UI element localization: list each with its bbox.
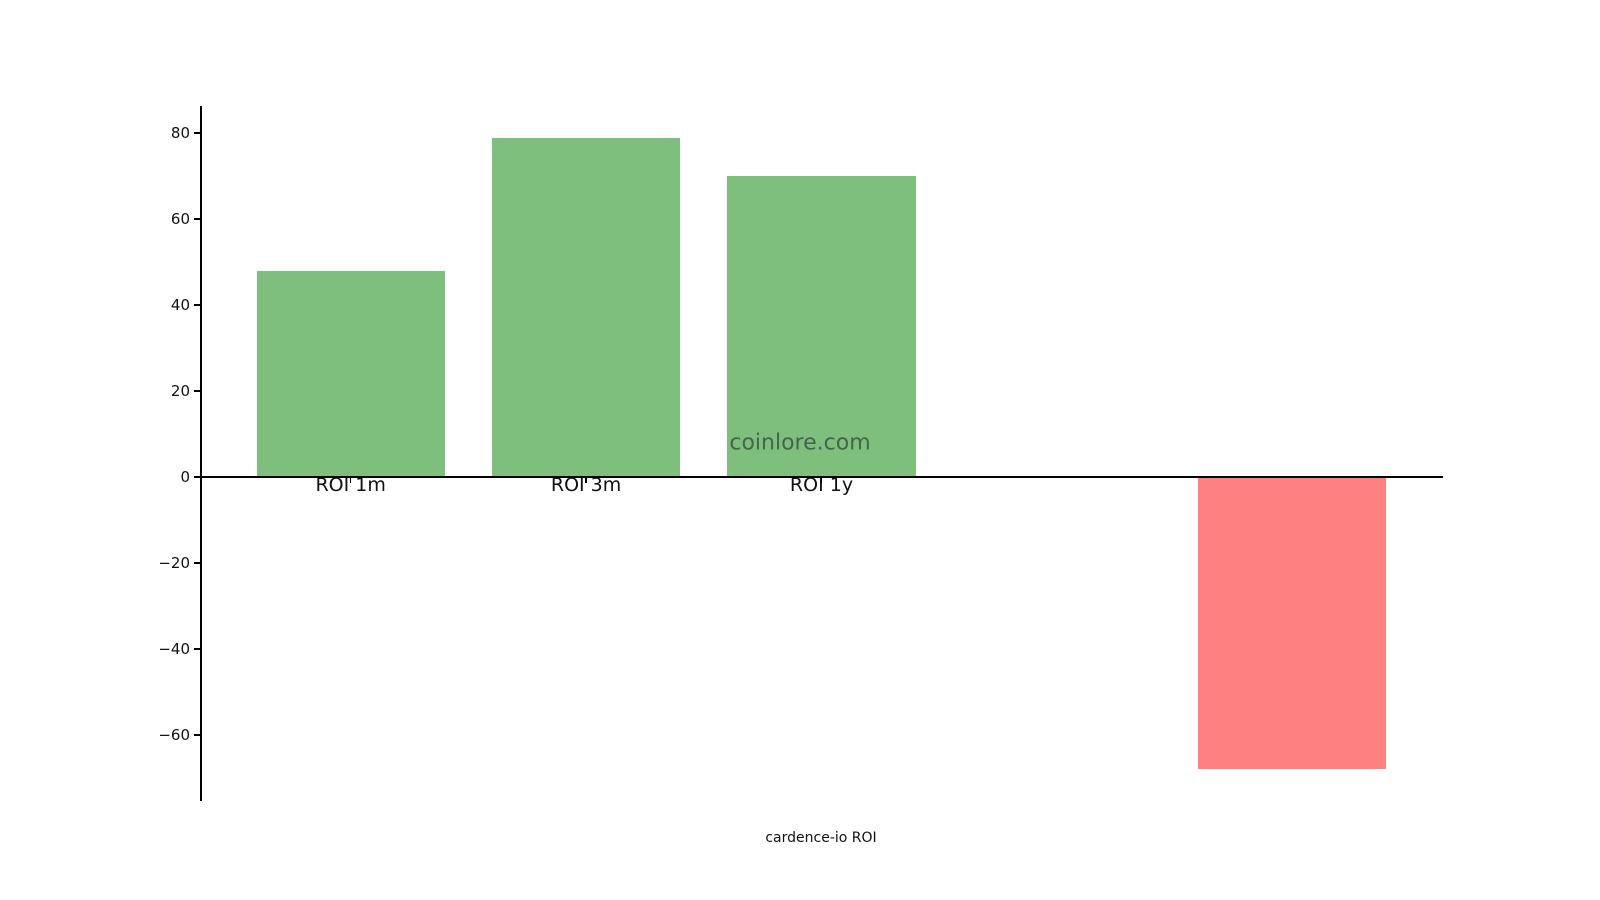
y-tick-label: 0 <box>180 467 190 486</box>
y-tick-mark <box>194 132 200 135</box>
y-tick-label: 60 <box>170 209 190 228</box>
bar-roi-1m <box>256 270 445 478</box>
x-tick-mark <box>820 477 823 484</box>
y-tick-label: 20 <box>170 381 190 400</box>
watermark: coinlore.com <box>729 430 871 456</box>
y-tick-mark <box>194 648 200 650</box>
x-tick-label: ROI 1y <box>789 474 854 497</box>
bar-unlabeled <box>1198 477 1387 770</box>
chart-title: cardence-io ROI <box>765 830 877 846</box>
y-tick-label: 80 <box>170 123 190 142</box>
y-tick-mark <box>194 476 200 478</box>
x-tick-mark <box>585 477 587 484</box>
x-tick-label: ROI 1m <box>315 474 386 497</box>
y-axis-spine <box>200 106 202 801</box>
x-tick-mark <box>349 477 352 484</box>
y-tick-label: −40 <box>158 639 190 658</box>
y-tick-label: −60 <box>158 725 190 744</box>
y-tick-mark <box>194 390 200 392</box>
x-tick-label: ROI 3m <box>550 474 622 497</box>
y-tick-mark <box>194 734 200 736</box>
bar-roi-3m <box>491 137 681 478</box>
y-tick-label: −20 <box>158 553 190 572</box>
y-tick-mark <box>194 562 200 564</box>
y-tick-label: 40 <box>170 295 190 314</box>
y-tick-mark <box>194 218 200 221</box>
y-tick-mark <box>194 304 200 306</box>
bar-roi-1y <box>727 176 916 478</box>
